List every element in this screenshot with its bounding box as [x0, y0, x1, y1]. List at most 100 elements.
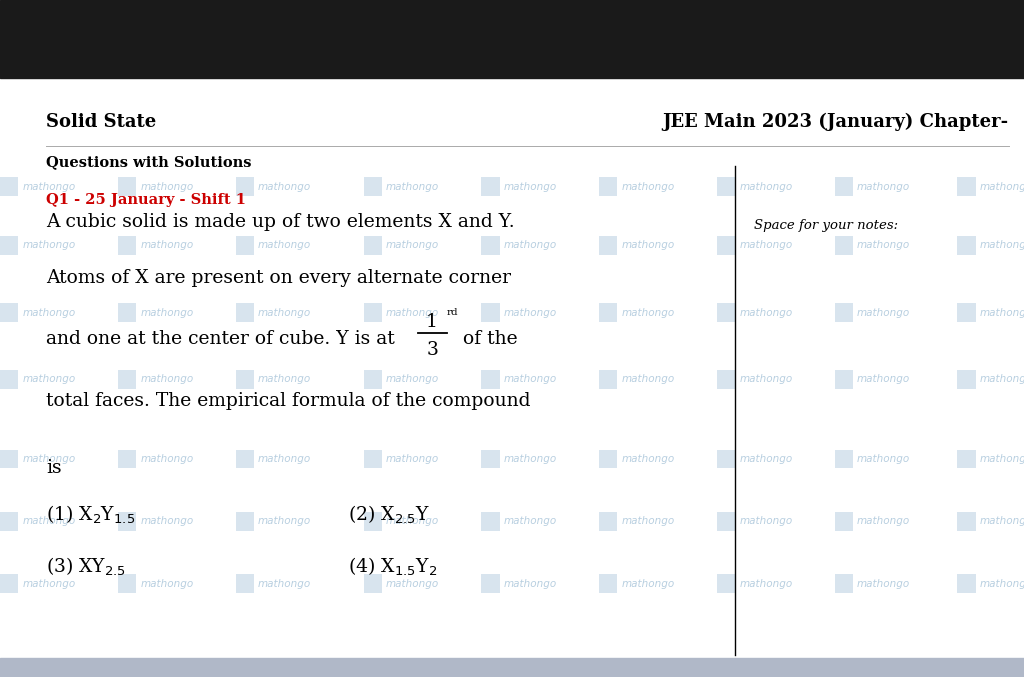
Text: mathongo: mathongo [739, 579, 793, 588]
Bar [236, 450, 254, 468]
Text: (1) X$_2$Y$_{1.5}$: (1) X$_2$Y$_{1.5}$ [46, 504, 135, 525]
Bar [236, 236, 254, 255]
Bar [118, 236, 136, 255]
Text: mathongo: mathongo [622, 579, 675, 588]
Text: mathongo: mathongo [386, 182, 439, 192]
Bar [236, 303, 254, 322]
Bar [957, 512, 976, 531]
Text: mathongo: mathongo [23, 454, 76, 464]
Bar [835, 512, 853, 531]
Bar [364, 450, 382, 468]
Text: mathongo: mathongo [622, 374, 675, 384]
Bar [0, 303, 18, 322]
Bar [236, 177, 254, 196]
Bar [717, 303, 735, 322]
Text: (4) X$_{1.5}$Y$_2$: (4) X$_{1.5}$Y$_2$ [348, 556, 437, 578]
Bar [0, 574, 18, 593]
Bar [717, 177, 735, 196]
Text: mathongo: mathongo [980, 374, 1024, 384]
Text: Space for your notes:: Space for your notes: [754, 219, 898, 232]
Bar [481, 574, 500, 593]
Bar [957, 177, 976, 196]
Bar [364, 512, 382, 531]
Text: mathongo: mathongo [386, 579, 439, 588]
Bar [717, 370, 735, 389]
Bar [481, 370, 500, 389]
Text: mathongo: mathongo [622, 454, 675, 464]
Bar [957, 370, 976, 389]
Text: Solid State: Solid State [46, 113, 157, 131]
Text: mathongo: mathongo [140, 182, 194, 192]
Text: mathongo: mathongo [258, 454, 311, 464]
Bar [717, 512, 735, 531]
Bar [599, 512, 617, 531]
Text: mathongo: mathongo [739, 374, 793, 384]
Bar [364, 370, 382, 389]
Text: mathongo: mathongo [857, 454, 910, 464]
Text: mathongo: mathongo [980, 579, 1024, 588]
Text: mathongo: mathongo [739, 517, 793, 526]
Text: is: is [46, 460, 61, 477]
Bar [481, 512, 500, 531]
Bar [481, 236, 500, 255]
Bar [481, 177, 500, 196]
Text: mathongo: mathongo [140, 454, 194, 464]
Bar [118, 370, 136, 389]
Text: mathongo: mathongo [504, 182, 557, 192]
Bar [236, 512, 254, 531]
Bar [599, 450, 617, 468]
Text: total faces. The empirical formula of the compound: total faces. The empirical formula of th… [46, 392, 530, 410]
Bar [118, 177, 136, 196]
Bar [481, 450, 500, 468]
Bar [957, 303, 976, 322]
Bar [599, 574, 617, 593]
Text: mathongo: mathongo [258, 240, 311, 250]
Text: mathongo: mathongo [258, 579, 311, 588]
Text: mathongo: mathongo [258, 517, 311, 526]
Bar [835, 177, 853, 196]
Text: mathongo: mathongo [980, 308, 1024, 318]
Text: mathongo: mathongo [23, 240, 76, 250]
Text: rd: rd [446, 308, 458, 318]
Text: mathongo: mathongo [23, 517, 76, 526]
Text: mathongo: mathongo [258, 308, 311, 318]
Bar [364, 303, 382, 322]
Bar [599, 177, 617, 196]
Text: mathongo: mathongo [622, 182, 675, 192]
Bar [0, 658, 1024, 677]
Text: mathongo: mathongo [504, 308, 557, 318]
Text: (2) X$_{2.5}$Y: (2) X$_{2.5}$Y [348, 504, 430, 525]
Bar [835, 574, 853, 593]
Bar [0, 450, 18, 468]
Bar [717, 236, 735, 255]
Text: mathongo: mathongo [23, 374, 76, 384]
Bar [0, 512, 18, 531]
Bar [364, 574, 382, 593]
Bar [118, 450, 136, 468]
Bar [957, 236, 976, 255]
Text: mathongo: mathongo [622, 517, 675, 526]
Text: mathongo: mathongo [504, 454, 557, 464]
Bar [717, 450, 735, 468]
Bar [481, 303, 500, 322]
Text: mathongo: mathongo [857, 308, 910, 318]
Text: mathongo: mathongo [140, 240, 194, 250]
Text: Atoms of X are present on every alternate corner: Atoms of X are present on every alternat… [46, 269, 511, 286]
Text: mathongo: mathongo [980, 517, 1024, 526]
Text: mathongo: mathongo [504, 517, 557, 526]
Text: mathongo: mathongo [140, 308, 194, 318]
Bar [957, 574, 976, 593]
Bar [0, 177, 18, 196]
Text: mathongo: mathongo [622, 240, 675, 250]
Text: mathongo: mathongo [980, 182, 1024, 192]
Text: mathongo: mathongo [504, 579, 557, 588]
Text: mathongo: mathongo [857, 182, 910, 192]
Text: of the: of the [463, 330, 517, 347]
Text: mathongo: mathongo [739, 454, 793, 464]
Text: and one at the center of cube. Y is at: and one at the center of cube. Y is at [46, 330, 395, 347]
Text: JEE Main 2023 (January) Chapter-: JEE Main 2023 (January) Chapter- [663, 113, 1009, 131]
Bar [599, 303, 617, 322]
Text: mathongo: mathongo [386, 240, 439, 250]
Bar [364, 177, 382, 196]
Text: mathongo: mathongo [980, 454, 1024, 464]
